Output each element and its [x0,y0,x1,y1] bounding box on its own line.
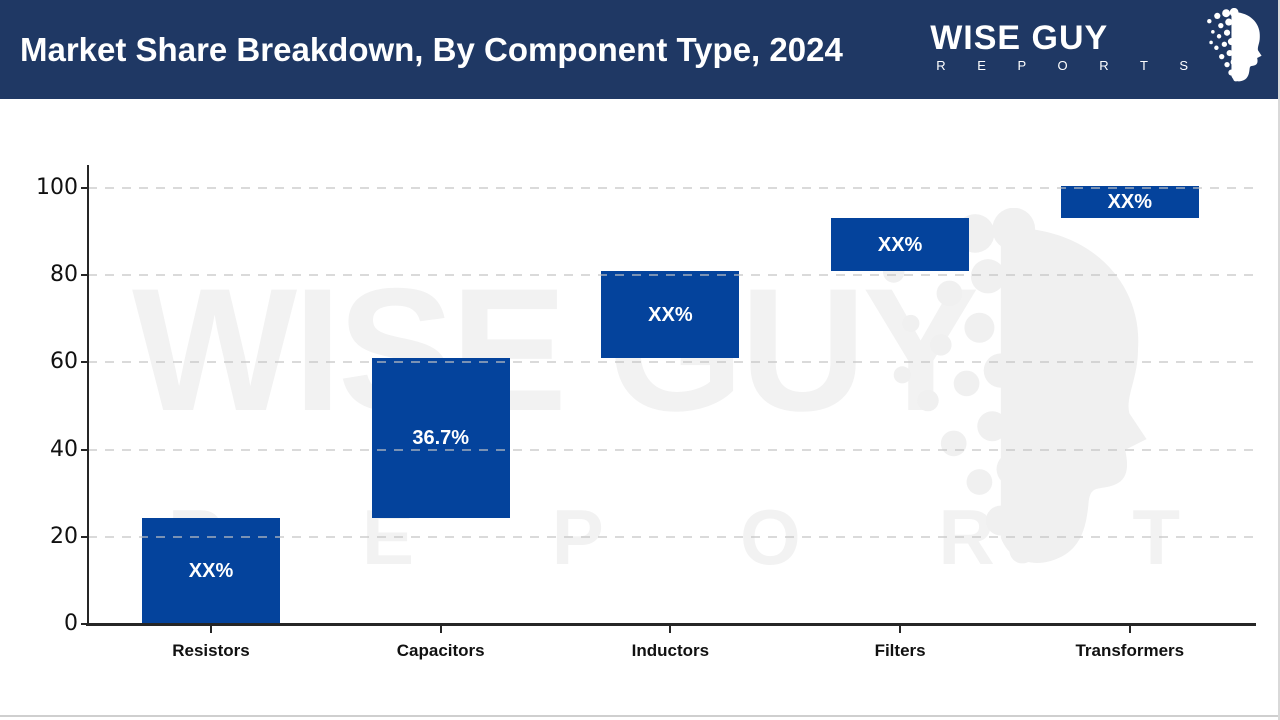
bar-value-label-inductors: XX% [648,303,693,326]
x-tick-transformers [1128,626,1131,633]
bar-value-label-transformers: XX% [1107,191,1153,214]
y-tick-100 [81,187,88,189]
header-bar: Market Share Breakdown, By Component Typ… [0,0,1280,99]
bar-transformers [1060,186,1199,219]
bottom-border-line [0,715,1280,717]
y-tick-label-20: 20 [50,523,78,549]
y-tick-0 [81,623,88,625]
watermark-wise-guy-text: WISE GUY [132,253,979,448]
bar-value-label-filters: XX% [877,233,923,256]
y-tick-80 [81,274,88,277]
y-tick-40 [81,448,88,451]
y-tick-20 [81,535,88,538]
x-axis-spine [86,623,1256,626]
y-tick-60 [81,361,88,364]
category-label-capacitors: Capacitors [396,641,485,660]
category-label-filters: Filters [874,641,926,660]
gridline-20 [88,535,1256,538]
bar-capacitors [371,358,510,519]
y-tick-label-0: 0 [64,611,78,636]
bar-value-label-capacitors: 36.7% [412,427,470,450]
y-tick-label-100: 100 [36,175,78,200]
gridline-60 [88,361,1256,364]
x-tick-resistors [210,626,212,633]
logo-wise-guy-text: WISE GUY [930,18,1109,57]
x-tick-filters [899,626,902,633]
logo-reports-text: R E P O R T S [936,57,1202,73]
y-axis-spine [87,165,89,626]
bar-value-label-resistors: XX% [188,560,234,583]
gridline-100 [88,187,1256,189]
y-tick-label-80: 80 [50,262,78,288]
bar-inductors [601,271,740,359]
gridline-80 [88,274,1256,277]
logo-head-dots-icon [1207,8,1262,82]
page-title: Market Share Breakdown, By Component Typ… [20,31,843,68]
wise-guy-reports-logo: WISE GUY R E P O R T S [930,8,1266,84]
category-label-inductors: Inductors [631,641,710,660]
right-border-line [1278,0,1280,720]
x-tick-inductors [669,626,672,633]
y-tick-label-60: 60 [50,349,78,375]
gridline-40 [88,448,1256,451]
bar-filters [831,218,970,272]
category-label-resistors: Resistors [172,641,250,660]
category-label-transformers: Transformers [1075,641,1185,660]
x-tick-capacitors [439,626,442,633]
y-tick-label-40: 40 [50,436,78,462]
